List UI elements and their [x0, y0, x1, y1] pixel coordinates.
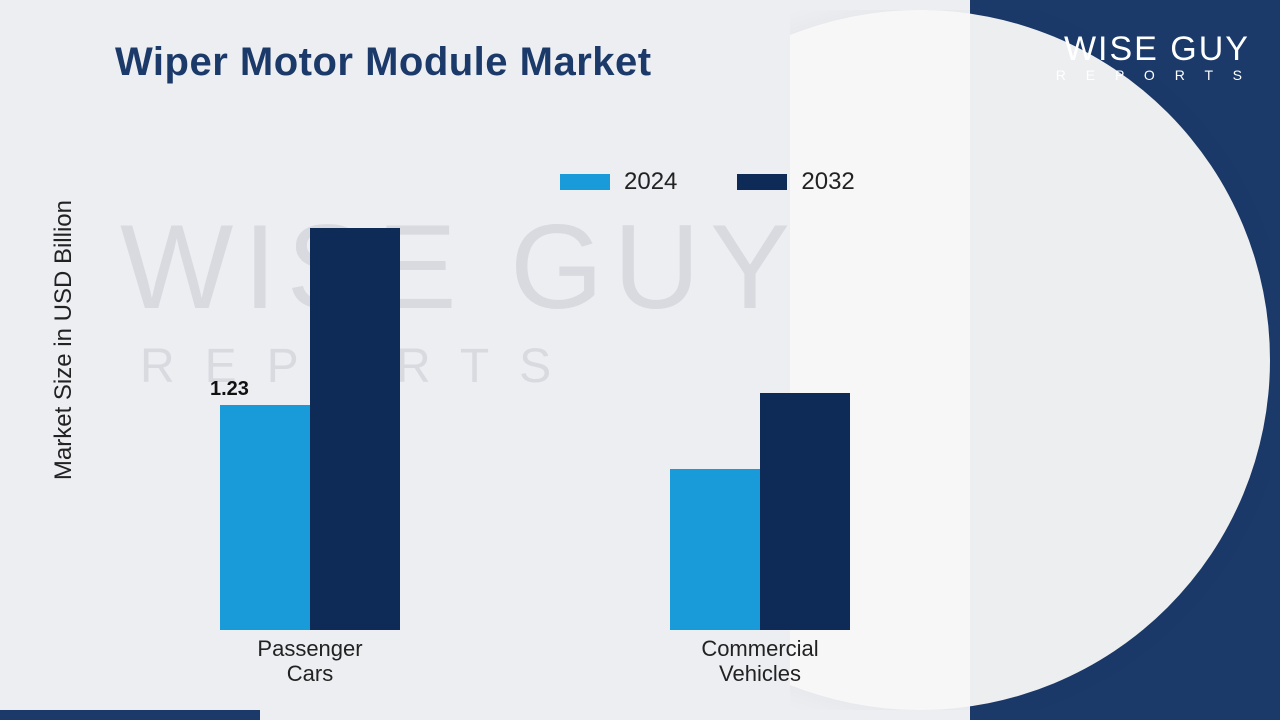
legend-label-2032: 2032	[801, 168, 854, 196]
bar	[310, 228, 400, 630]
brand-logo-text: WISE GUY	[1056, 30, 1250, 69]
category-label: CommercialVehicles	[680, 636, 840, 687]
plot-area: 1.23PassengerCarsCommercialVehicles	[110, 210, 950, 630]
brand-logo: WISE GUY R E P O R T S	[1056, 30, 1250, 83]
chart-stage: WISE GUY REPORTS Wiper Motor Module Mark…	[0, 0, 1280, 720]
y-axis-label: Market Size in USD Billion	[50, 200, 78, 480]
bar	[760, 393, 850, 630]
bar	[220, 405, 310, 630]
legend-swatch-2032	[737, 174, 787, 190]
bottom-accent-bar	[0, 710, 260, 720]
brand-logo-sub: R E P O R T S	[1056, 67, 1250, 83]
legend-swatch-2024	[560, 174, 610, 190]
bar	[670, 469, 760, 630]
legend: 2024 2032	[560, 168, 855, 196]
legend-item-2024: 2024	[560, 168, 677, 196]
legend-label-2024: 2024	[624, 168, 677, 196]
legend-item-2032: 2032	[737, 168, 854, 196]
chart-title: Wiper Motor Module Market	[115, 40, 652, 85]
category-label: PassengerCars	[230, 636, 390, 687]
value-label: 1.23	[210, 378, 249, 401]
